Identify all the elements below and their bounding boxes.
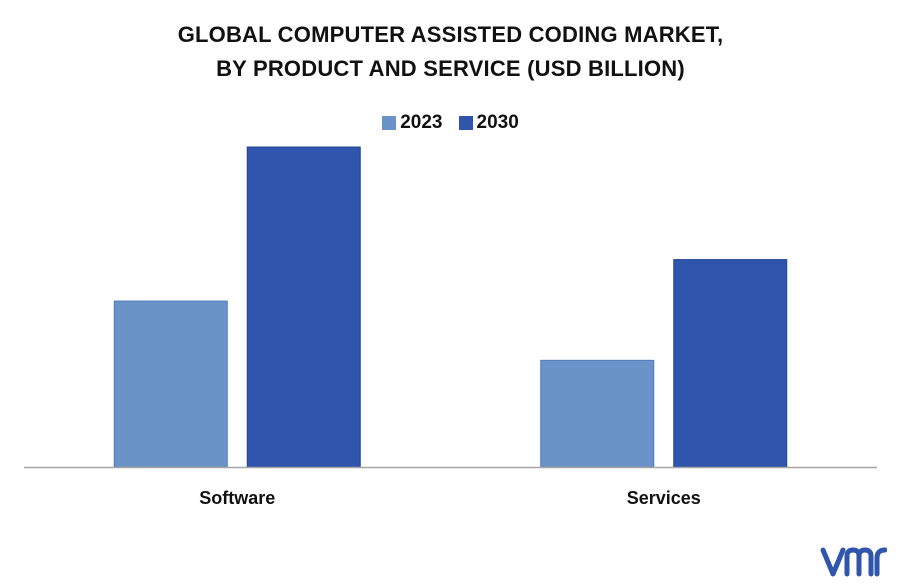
bar-services-2023: [540, 359, 655, 468]
chart-title: GLOBAL COMPUTER ASSISTED CODING MARKET, …: [0, 18, 901, 86]
chart-title-line-1: GLOBAL COMPUTER ASSISTED CODING MARKET,: [177, 22, 724, 47]
legend-swatch-2030: [458, 116, 473, 130]
legend: 2023 2030: [0, 112, 901, 134]
legend-item-2023: 2023: [382, 112, 443, 134]
legend-label-2030: 2030: [476, 112, 519, 133]
chart-title-line-2: BY PRODUCT AND SERVICE (USD BILLION): [216, 56, 685, 81]
bar-software-2030: [246, 146, 361, 468]
legend-swatch-2023: [382, 116, 397, 130]
bar-services-2030: [673, 259, 788, 468]
category-label-software: Software: [199, 488, 275, 508]
legend-label-2023: 2023: [400, 112, 443, 133]
category-label-services: Services: [627, 488, 701, 508]
bar-software-2023: [113, 300, 228, 468]
vmr-logo: [820, 547, 887, 577]
legend-item-2030: 2030: [458, 112, 519, 134]
